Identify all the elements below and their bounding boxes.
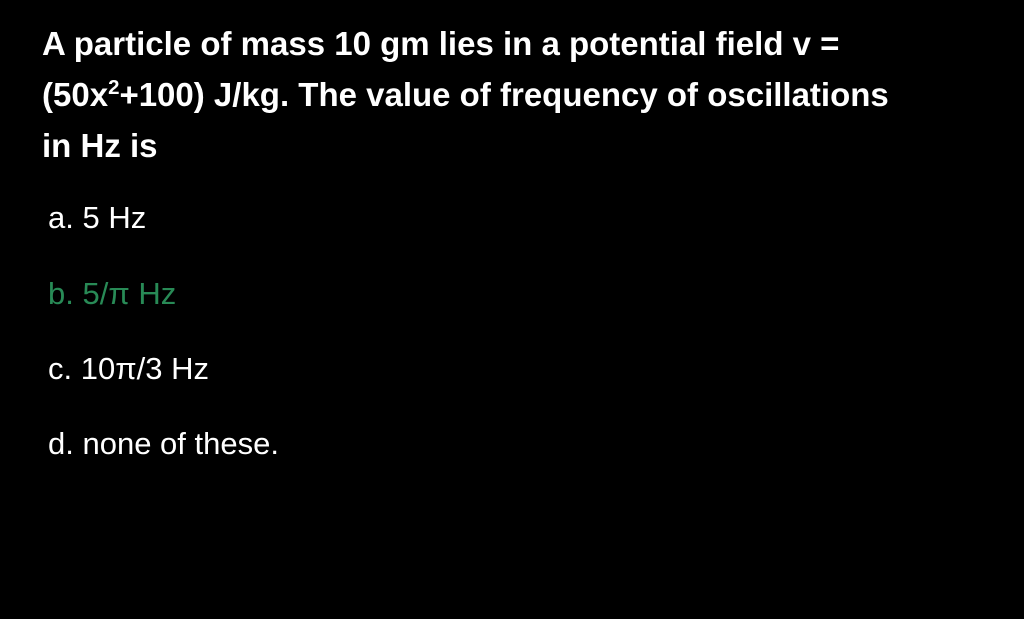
option-letter: c. (48, 351, 72, 386)
question-text: A particle of mass 10 gm lies in a poten… (42, 18, 994, 171)
option-letter: a. (48, 200, 74, 235)
option-a[interactable]: a. 5 Hz (48, 199, 994, 236)
question-line-2-post: +100) J/kg. The value of frequency of os… (119, 76, 888, 113)
question-line-2-pre: (50x (42, 76, 108, 113)
option-text: 5 Hz (82, 200, 146, 235)
options-list: a. 5 Hz b. 5/π Hz c. 10π/3 Hz d. none of… (48, 199, 994, 462)
question-page: A particle of mass 10 gm lies in a poten… (0, 0, 1024, 619)
option-text: 10π/3 Hz (81, 351, 209, 386)
question-line-3: in Hz is (42, 127, 158, 164)
option-letter: d. (48, 426, 74, 461)
option-text: 5/π Hz (82, 276, 176, 311)
option-text: none of these. (82, 426, 279, 461)
question-exponent: 2 (108, 76, 119, 99)
question-line-1: A particle of mass 10 gm lies in a poten… (42, 25, 839, 62)
option-d[interactable]: d. none of these. (48, 425, 994, 462)
option-letter: b. (48, 276, 74, 311)
option-b[interactable]: b. 5/π Hz (48, 275, 994, 312)
option-c[interactable]: c. 10π/3 Hz (48, 350, 994, 387)
